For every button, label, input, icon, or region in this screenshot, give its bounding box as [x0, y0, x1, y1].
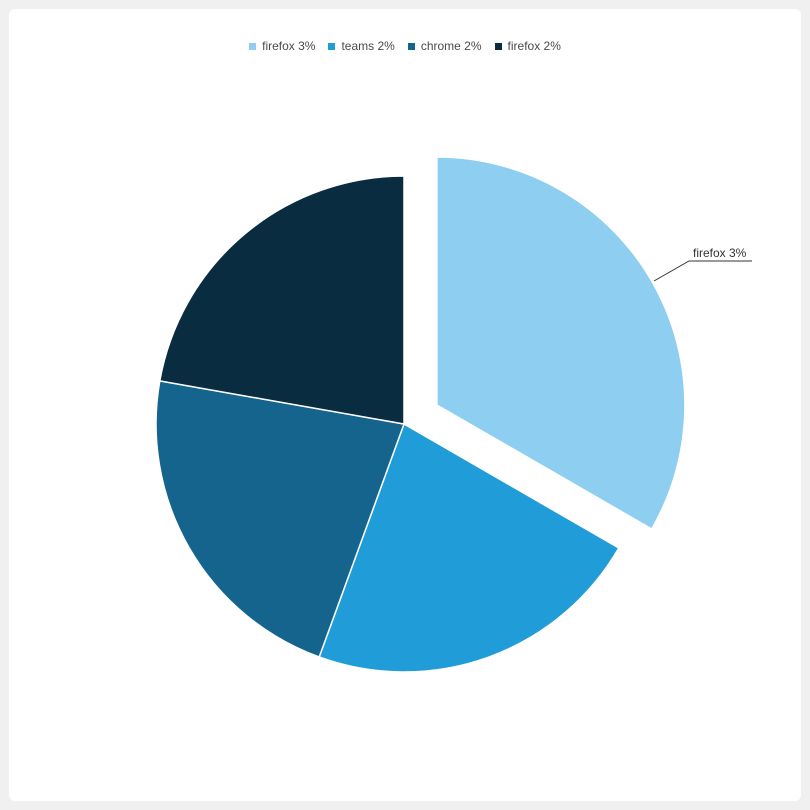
- pie-slice-firefox-3[interactable]: [436, 156, 686, 530]
- legend-item-label: firefox 3%: [262, 39, 316, 53]
- pie-slice-firefox-2[interactable]: [159, 175, 405, 425]
- legend-swatch-icon: [249, 43, 257, 50]
- legend-item-chrome-2[interactable]: chrome 2%: [407, 39, 482, 54]
- legend-swatch-icon: [494, 43, 502, 50]
- pie-slice-chrome-2[interactable]: [155, 380, 405, 658]
- callout-leader-line: [653, 260, 752, 282]
- slice-callout-label: firefox 3%: [693, 246, 747, 260]
- legend-item-label: firefox 2%: [507, 39, 561, 53]
- legend-item-teams-2[interactable]: teams 2%: [328, 39, 395, 54]
- legend-item-label: chrome 2%: [420, 39, 482, 53]
- legend-item-firefox-2[interactable]: firefox 2%: [494, 39, 561, 54]
- legend-item-firefox-3[interactable]: firefox 3%: [249, 39, 315, 54]
- legend-swatch-icon: [407, 43, 415, 50]
- legend-swatch-icon: [328, 43, 336, 50]
- legend: firefox 3% teams 2% chrome 2% firefox 2%: [0, 39, 810, 54]
- pie-slice-teams-2[interactable]: [318, 423, 620, 673]
- legend-item-label: teams 2%: [341, 39, 395, 53]
